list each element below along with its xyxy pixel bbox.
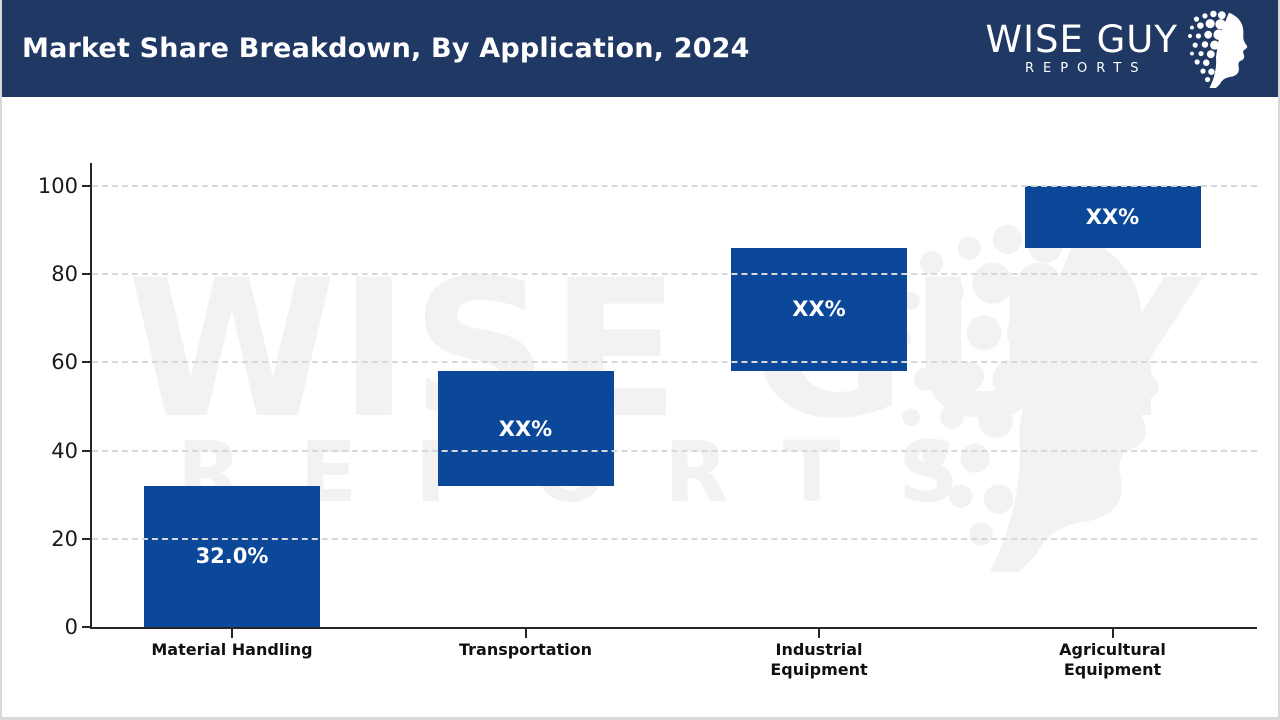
bar-value-label: XX% <box>1085 204 1140 229</box>
x-axis <box>90 627 1257 629</box>
waterfall-bar-segment <box>731 247 907 372</box>
gridline <box>92 537 1257 540</box>
brand-logo-text: WISE GUY REPORTS <box>986 21 1178 76</box>
x-tick-mark <box>231 629 233 638</box>
y-tick-label: 80 <box>51 262 78 287</box>
y-tick-label: 60 <box>51 350 78 375</box>
gridline <box>92 449 1257 452</box>
chart-title: Market Share Breakdown, By Application, … <box>22 33 750 64</box>
y-tick-label: 40 <box>51 438 78 463</box>
logo-wiseguy-label: WISE GUY <box>985 18 1178 61</box>
x-tick-mark <box>524 629 527 638</box>
gridline <box>92 273 1257 276</box>
x-category-label-line: Agricultural <box>1059 640 1166 659</box>
bar-value-label: XX% <box>792 297 846 322</box>
y-tick-mark <box>82 361 90 364</box>
y-tick-label: 0 <box>64 615 78 639</box>
waterfall-bar-segment <box>437 371 614 486</box>
x-category-label: Agricultural Equipment <box>1003 640 1223 680</box>
x-category-label-line: Transportation <box>458 640 593 659</box>
brand-logo: WISE GUY REPORTS <box>986 10 1252 88</box>
gridline <box>92 361 1257 364</box>
y-tick-mark <box>82 449 90 452</box>
x-category-label-line: Material Handling <box>151 640 313 659</box>
x-category-label-line: Industrial <box>775 640 863 659</box>
x-category-label: Transportation <box>416 640 636 660</box>
y-axis <box>90 163 92 629</box>
logo-reports-label: REPORTS <box>1024 61 1148 76</box>
y-tick-mark <box>82 273 90 276</box>
header: Market Share Breakdown, By Application, … <box>2 0 1278 97</box>
x-category-label-line: Equipment <box>770 660 868 679</box>
y-tick-label: 100 <box>37 174 78 198</box>
y-tick-label: 20 <box>51 526 78 551</box>
waterfall-bar-segment <box>144 485 320 627</box>
gridline <box>92 185 1257 187</box>
y-tick-mark <box>82 185 90 187</box>
bar-value-label: 32.0% <box>195 544 269 569</box>
dotted-head-icon <box>1188 10 1248 88</box>
x-tick-mark <box>1111 629 1114 638</box>
x-category-label-line: Equipment <box>1063 660 1162 679</box>
y-tick-mark <box>82 626 90 628</box>
x-category-label: Industrial Equipment <box>709 640 929 680</box>
x-tick-mark <box>818 629 820 638</box>
y-tick-mark <box>82 537 90 540</box>
bar-value-label: XX% <box>498 416 553 441</box>
x-category-label: Material Handling <box>122 640 342 660</box>
